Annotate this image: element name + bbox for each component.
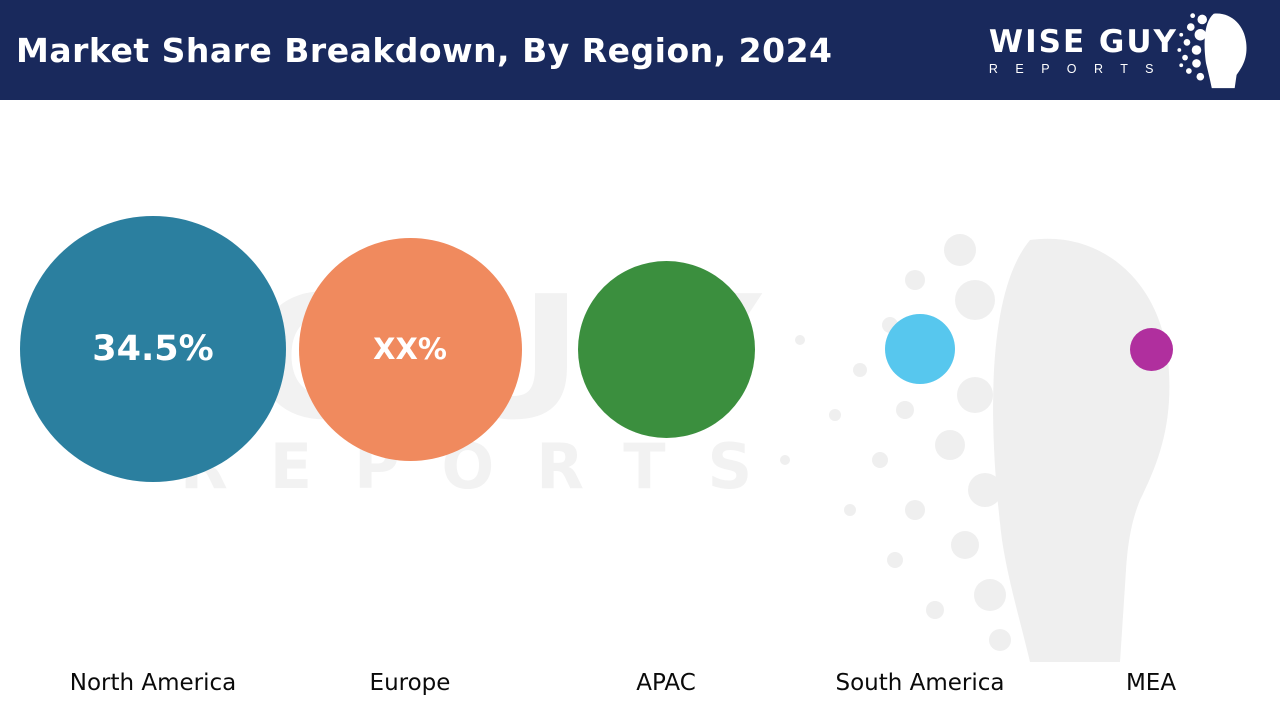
bubble-south-america [885, 314, 955, 384]
brand-subtitle: R E P O R T S [988, 62, 1161, 76]
bubble-apac [577, 260, 755, 438]
category-label-south-america: South America [835, 670, 1005, 696]
category-label-europe: Europe [369, 670, 451, 696]
bubble-value-label: 34.5% [92, 329, 214, 369]
category-label-apac: APAC [636, 670, 696, 696]
head-profile-icon [1177, 13, 1247, 89]
bubble-north-america: 34.5% [20, 216, 286, 482]
page-title: Market Share Breakdown, By Region, 2024 [16, 30, 833, 70]
category-label-north-america: North America [69, 670, 237, 696]
header-bar: Market Share Breakdown, By Region, 2024 … [0, 0, 1280, 100]
category-label-mea: MEA [1125, 670, 1177, 696]
brand-logo-text: WISE GUY R E P O R T S [989, 24, 1178, 76]
brand-name: WISE GUY [988, 24, 1178, 60]
brand-logo: WISE GUY R E P O R T S [989, 8, 1250, 92]
bubble-mea [1129, 327, 1173, 371]
bubble-europe: XX% [298, 237, 522, 461]
bubble-value-label: XX% [373, 332, 447, 366]
